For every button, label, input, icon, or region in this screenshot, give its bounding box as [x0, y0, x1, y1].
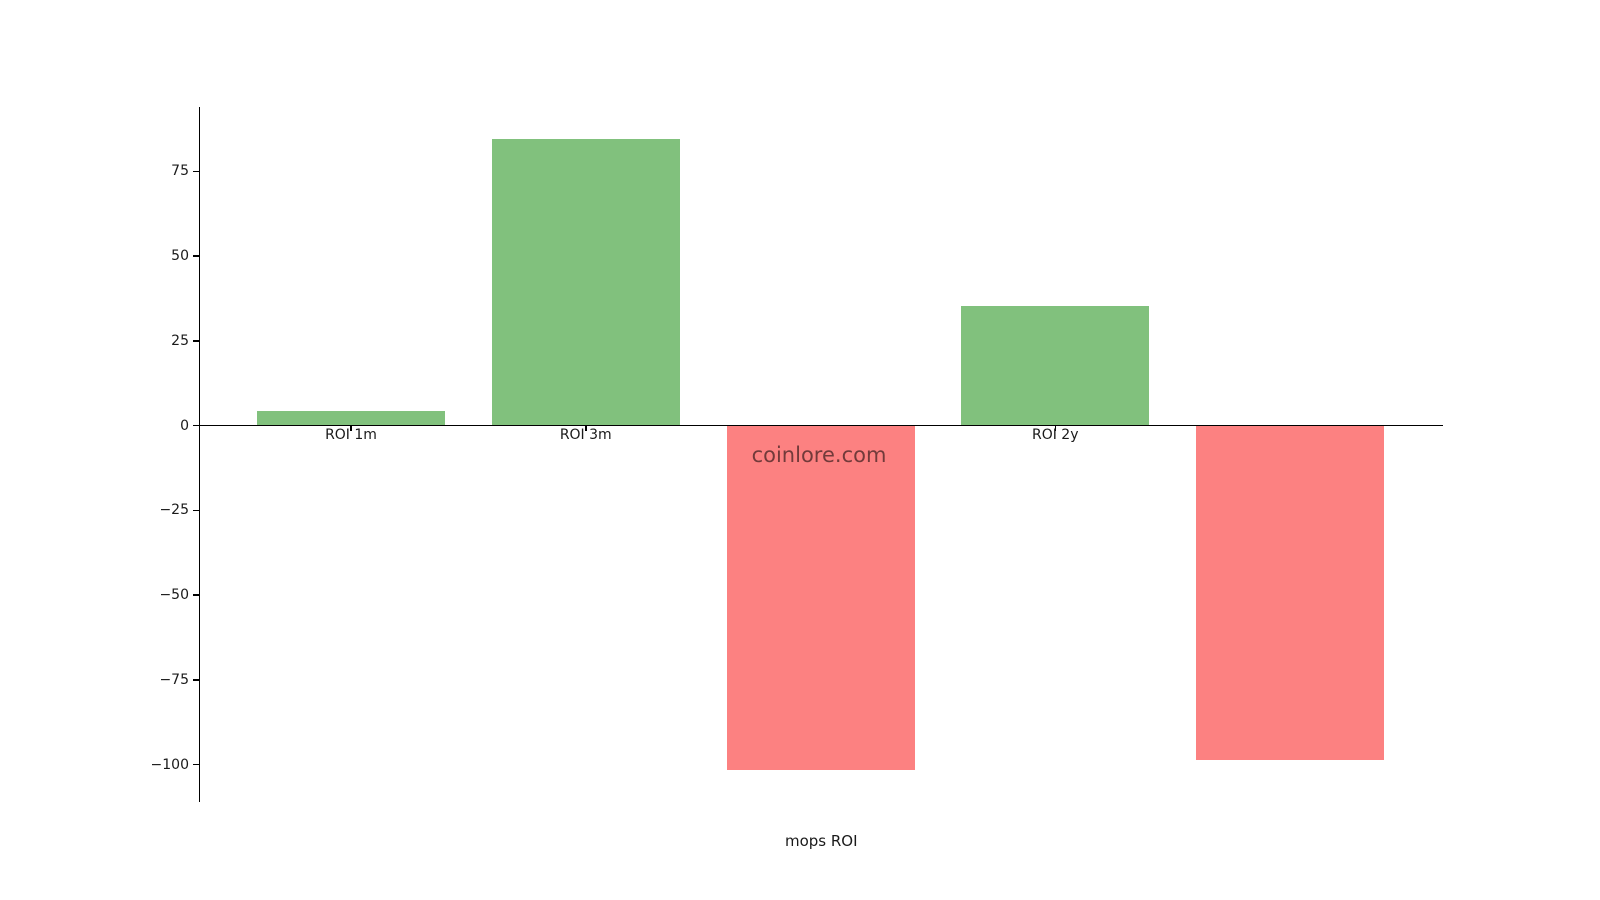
y-axis-tick	[193, 594, 200, 596]
x-axis-tick-label: ROI 3m	[559, 427, 612, 444]
y-axis-tick	[193, 170, 200, 173]
x-axis-line	[198, 424, 1443, 427]
x-axis-tick	[585, 425, 587, 432]
y-axis-line	[198, 107, 201, 802]
y-axis-tick-label: −50	[159, 587, 189, 604]
x-axis-tick	[350, 425, 352, 432]
bar-roi-2y	[961, 305, 1150, 426]
x-axis-title: mops ROI	[784, 832, 858, 850]
y-axis-tick-label: −100	[150, 756, 189, 773]
y-axis-tick-label: 50	[171, 248, 189, 265]
y-axis-tick-label: 0	[180, 417, 189, 434]
bar-roi-1m	[257, 410, 445, 426]
y-axis-tick	[193, 424, 200, 427]
watermark: coinlore.com	[751, 442, 887, 467]
bar-5	[1196, 425, 1384, 760]
y-axis-tick-label: −25	[159, 502, 189, 519]
x-axis-tick	[1054, 425, 1056, 432]
y-axis-tick-label: 75	[171, 163, 189, 180]
y-axis-tick	[193, 340, 200, 342]
x-axis-tick-label: ROI 1m	[325, 427, 377, 444]
y-axis-tick	[193, 509, 200, 512]
bar-roi-3m	[491, 139, 680, 426]
y-axis-tick-label: 25	[171, 332, 189, 349]
x-axis-tick-label: ROI 2y	[1031, 427, 1079, 444]
y-axis-tick	[193, 255, 200, 257]
y-axis-tick	[193, 763, 200, 766]
bar-3	[726, 425, 915, 770]
y-axis-tick	[193, 679, 200, 681]
y-axis-tick-label: −75	[159, 671, 189, 688]
